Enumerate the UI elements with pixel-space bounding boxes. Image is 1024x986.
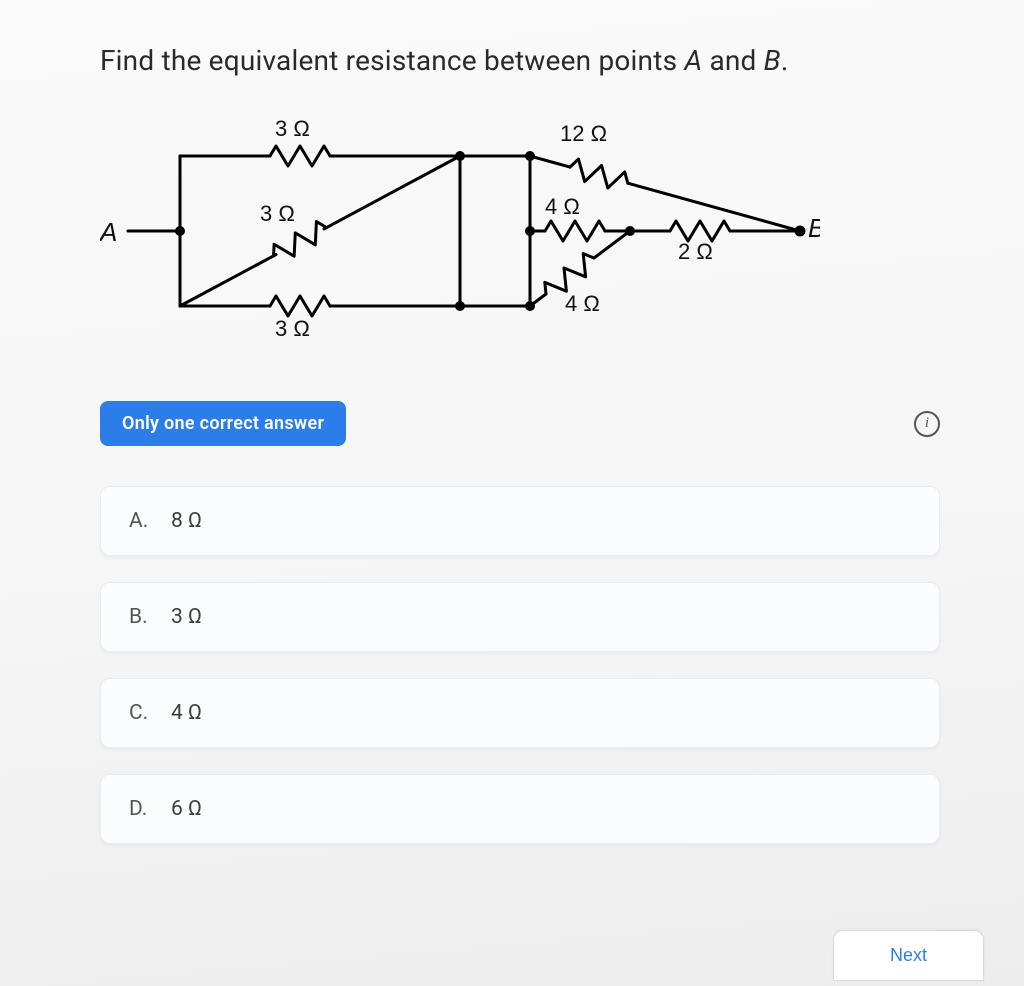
question-mid: and [702, 44, 763, 77]
answer-type-badge: Only one correct answer [100, 401, 346, 446]
question-point-a: A [684, 44, 702, 77]
option-letter: C. [129, 701, 153, 725]
option-letter: B. [129, 605, 153, 629]
option-c[interactable]: C. 4 Ω [100, 678, 940, 748]
option-text: 3 Ω [171, 605, 202, 629]
circuit-diagram: A 3 Ω 3 Ω 3 Ω [100, 101, 820, 361]
circuit-svg: A 3 Ω 3 Ω 3 Ω [100, 101, 820, 361]
r-4-mid-label: 4 Ω [545, 194, 580, 219]
question-text: Find the equivalent resistance between p… [100, 44, 964, 77]
option-text: 8 Ω [171, 509, 202, 533]
question-suffix: . [781, 44, 789, 77]
option-d[interactable]: D. 6 Ω [100, 774, 940, 844]
r-mid-3-label: 3 Ω [260, 201, 295, 226]
r-bot-3-label: 3 Ω [275, 316, 310, 341]
next-button[interactable]: Next [833, 930, 984, 981]
option-text: 4 Ω [171, 701, 202, 725]
r-2-label: 2 Ω [678, 239, 713, 264]
option-a[interactable]: A. 8 Ω [100, 486, 940, 556]
quiz-page: Find the equivalent resistance between p… [0, 0, 1024, 986]
question-prefix: Find the equivalent resistance between p… [100, 44, 684, 77]
question-point-b: B [764, 44, 781, 77]
r-12-label: 12 Ω [560, 121, 607, 146]
info-icon[interactable]: i [914, 411, 940, 437]
option-text: 6 Ω [171, 797, 202, 821]
terminal-a-label: A [100, 217, 117, 247]
footer: Next [100, 930, 984, 986]
terminal-b-label: B [808, 213, 820, 243]
r-top-3-label: 3 Ω [275, 116, 310, 141]
badge-row: Only one correct answer i [100, 401, 940, 446]
options-list: A. 8 Ω B. 3 Ω C. 4 Ω D. 6 Ω [100, 486, 940, 844]
option-letter: A. [129, 509, 153, 533]
option-letter: D. [129, 797, 153, 821]
r-4-bot-label: 4 Ω [565, 291, 600, 316]
option-b[interactable]: B. 3 Ω [100, 582, 940, 652]
